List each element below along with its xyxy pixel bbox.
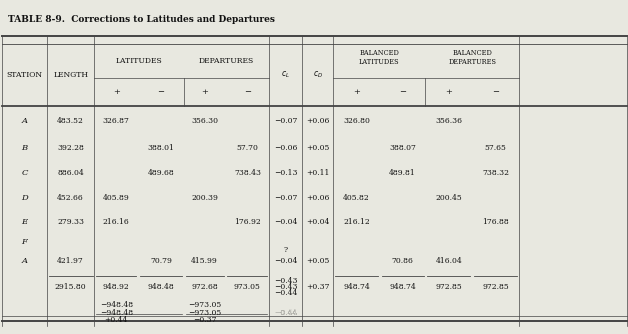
Text: D: D [21, 194, 28, 202]
Text: −0.44: −0.44 [274, 289, 298, 297]
Text: 216.16: 216.16 [103, 218, 129, 226]
Text: 973.05: 973.05 [234, 283, 261, 291]
Text: −948.48: −948.48 [100, 309, 133, 317]
Text: −0.04: −0.04 [274, 218, 298, 226]
Text: BALANCED
DEPARTURES: BALANCED DEPARTURES [448, 49, 496, 66]
Text: 421.97: 421.97 [57, 258, 84, 266]
Text: +0.06: +0.06 [306, 194, 330, 202]
Text: +0.05: +0.05 [306, 258, 330, 266]
Text: 200.39: 200.39 [191, 194, 218, 202]
Text: 57.65: 57.65 [485, 144, 507, 152]
Text: 326.87: 326.87 [103, 117, 130, 125]
Text: TABLE 8-9.  Corrections to Latitudes and Departures: TABLE 8-9. Corrections to Latitudes and … [8, 15, 275, 24]
Text: 279.33: 279.33 [57, 218, 84, 226]
Text: +0.44: +0.44 [104, 316, 128, 324]
Text: −0.04: −0.04 [274, 258, 298, 266]
Text: 489.68: 489.68 [148, 169, 175, 177]
Text: F: F [21, 238, 27, 246]
Text: B: B [21, 144, 28, 152]
Text: +: + [113, 88, 120, 96]
Text: BALANCED
LATITUDES: BALANCED LATITUDES [359, 49, 399, 66]
Text: 70.86: 70.86 [392, 258, 414, 266]
Text: 392.28: 392.28 [57, 144, 84, 152]
Text: 70.79: 70.79 [150, 258, 172, 266]
Text: 57.70: 57.70 [237, 144, 258, 152]
Text: 416.04: 416.04 [435, 258, 462, 266]
Text: 972.85: 972.85 [435, 283, 462, 291]
Text: 972.85: 972.85 [482, 283, 509, 291]
Text: 388.07: 388.07 [389, 144, 416, 152]
Text: 948.74: 948.74 [343, 283, 370, 291]
Text: 176.88: 176.88 [482, 218, 509, 226]
Text: −: − [244, 88, 251, 96]
Text: DEPARTURES: DEPARTURES [199, 57, 254, 65]
Text: −973.05: −973.05 [188, 309, 221, 317]
Text: −: − [399, 88, 406, 96]
Text: −0.07: −0.07 [274, 194, 298, 202]
Text: −0.44: −0.44 [274, 309, 298, 317]
Text: 738.43: 738.43 [234, 169, 261, 177]
Text: 356.30: 356.30 [191, 117, 218, 125]
Text: 405.82: 405.82 [343, 194, 370, 202]
Text: −0.43: −0.43 [274, 283, 298, 291]
Text: +: + [201, 88, 208, 96]
Text: 216.12: 216.12 [343, 218, 370, 226]
Text: 452.66: 452.66 [57, 194, 84, 202]
Text: 948.92: 948.92 [103, 283, 129, 291]
Text: 200.45: 200.45 [435, 194, 462, 202]
Text: $c_D$: $c_D$ [313, 70, 323, 80]
Text: −973.05: −973.05 [188, 301, 221, 309]
Text: 405.89: 405.89 [103, 194, 129, 202]
Text: +0.37: +0.37 [306, 283, 330, 291]
Text: −0.43: −0.43 [274, 277, 298, 285]
Text: −: − [492, 88, 499, 96]
Text: −0.06: −0.06 [274, 144, 298, 152]
Text: −0.07: −0.07 [274, 117, 298, 125]
Text: −0.44: −0.44 [274, 309, 298, 317]
Text: LENGTH: LENGTH [53, 71, 88, 79]
Text: LATITUDES: LATITUDES [116, 57, 163, 65]
Text: 326.80: 326.80 [343, 117, 370, 125]
Text: 738.32: 738.32 [482, 169, 509, 177]
Text: $c_L$: $c_L$ [281, 70, 290, 80]
Text: −948.48: −948.48 [100, 301, 133, 309]
Text: C: C [21, 169, 28, 177]
Text: 176.92: 176.92 [234, 218, 261, 226]
Text: 948.48: 948.48 [148, 283, 175, 291]
Text: 948.74: 948.74 [389, 283, 416, 291]
Text: 972.68: 972.68 [192, 283, 218, 291]
Text: +0.04: +0.04 [306, 218, 330, 226]
Text: 388.01: 388.01 [148, 144, 175, 152]
Text: −: − [158, 88, 165, 96]
Text: 483.52: 483.52 [57, 117, 84, 125]
Text: 356.36: 356.36 [435, 117, 462, 125]
Text: −0.37: −0.37 [193, 316, 217, 324]
Text: 2915.80: 2915.80 [55, 283, 87, 291]
Text: +0.11: +0.11 [306, 169, 330, 177]
Text: +: + [353, 88, 360, 96]
Text: E: E [21, 218, 28, 226]
Text: 886.04: 886.04 [57, 169, 84, 177]
Text: +0.06: +0.06 [306, 117, 330, 125]
Text: ?: ? [284, 246, 288, 254]
Text: A: A [21, 258, 28, 266]
Text: +: + [445, 88, 452, 96]
Text: 489.81: 489.81 [389, 169, 416, 177]
Text: −0.13: −0.13 [274, 169, 298, 177]
Text: STATION: STATION [6, 71, 43, 79]
Text: 415.99: 415.99 [192, 258, 218, 266]
Text: +0.05: +0.05 [306, 144, 330, 152]
Text: A: A [21, 117, 28, 125]
